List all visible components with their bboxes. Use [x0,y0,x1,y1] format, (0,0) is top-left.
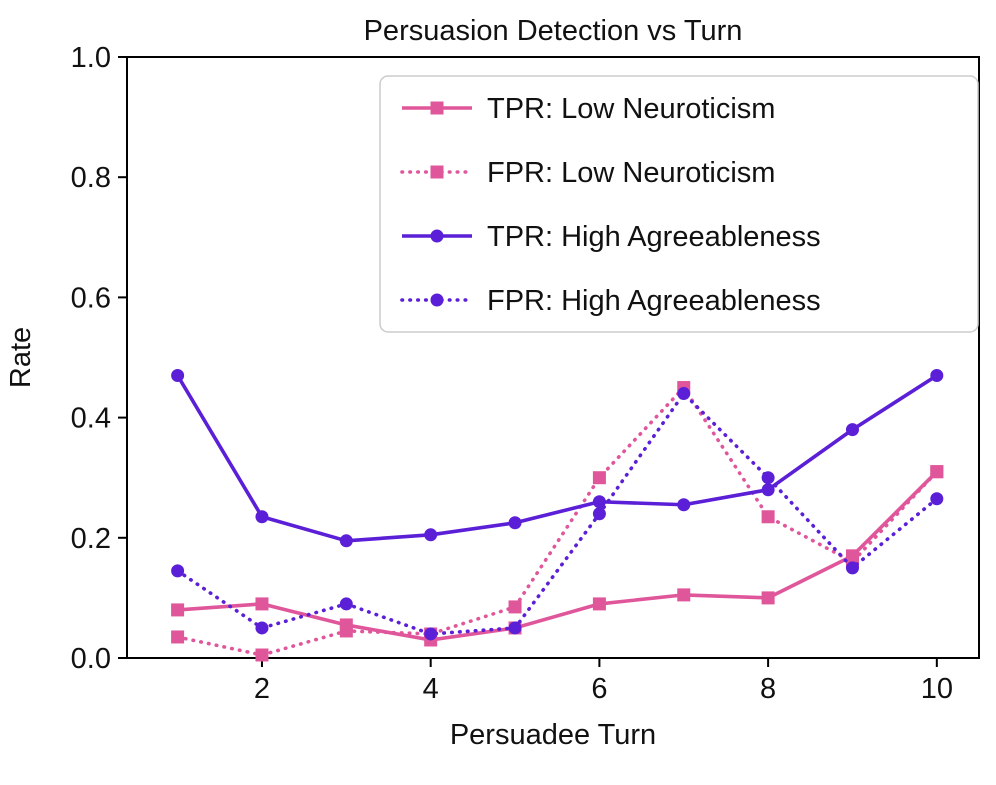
marker-circle-icon [761,471,775,485]
marker-circle-icon [430,229,444,243]
series-line [176,374,938,543]
x-axis-label: Persuadee Turn [450,719,656,751]
legend-label: TPR: Low Neuroticism [487,93,775,125]
marker-circle-icon [592,507,606,521]
marker-square-icon [761,591,775,605]
marker-circle-icon [339,534,353,548]
x-tick-label: 4 [423,673,439,705]
y-tick-label: 0.8 [71,162,111,194]
marker-circle-icon [424,627,438,641]
x-tick-label: 6 [591,673,607,705]
marker-circle-icon [255,621,269,635]
series-1 [171,381,944,662]
series-line [177,470,939,642]
plot-border [126,56,980,659]
marker-square-icon [677,588,691,602]
marker-circle-icon [255,510,269,524]
marker-square-icon [339,624,353,638]
marker-square-icon [508,600,522,614]
marker-circle-icon [171,564,185,578]
marker-square-icon [430,101,444,115]
legend: TPR: Low Neuroticism FPR: Low Neuroticism… [379,75,979,333]
legend-label: FPR: High Agreeableness [487,285,821,317]
marker-square-icon [430,165,444,179]
marker-circle-icon [339,597,353,611]
marker-circle-icon [592,495,606,509]
series-2 [171,369,944,548]
marker-circle-icon [430,293,444,307]
x-tick-label: 10 [921,673,953,705]
series-line [175,391,939,636]
marker-circle-icon [171,369,185,383]
marker-circle-icon [424,528,438,542]
series-3 [171,387,944,641]
y-tick-label: 0.0 [71,643,111,675]
chart-title: Persuasion Detection vs Turn [364,15,743,47]
marker-circle-icon [508,621,522,635]
marker-square-icon [255,648,269,662]
marker-circle-icon [930,492,944,506]
series-0 [171,465,944,647]
y-tick-label: 0.4 [71,403,111,435]
marker-square-icon [592,471,606,485]
y-tick-label: 0.2 [71,523,111,555]
marker-circle-icon [845,561,859,575]
marker-square-icon [171,603,185,617]
marker-circle-icon [508,516,522,530]
legend-label: FPR: Low Neuroticism [487,157,775,189]
y-tick-label: 0.6 [71,282,111,314]
marker-circle-icon [677,498,691,512]
y-axis-label: Rate [5,327,37,388]
marker-square-icon [171,630,185,644]
marker-circle-icon [845,423,859,437]
legend-label: TPR: High Agreeableness [487,221,821,253]
marker-square-icon [761,510,775,524]
marker-square-icon [592,597,606,611]
marker-square-icon [255,597,269,611]
y-tick-label: 1.0 [71,42,111,74]
marker-circle-icon [761,483,775,497]
marker-circle-icon [677,387,691,401]
x-tick-label: 2 [254,673,270,705]
marker-square-icon [930,465,944,479]
marker-circle-icon [930,369,944,383]
x-tick-label: 8 [760,673,776,705]
legend-box [379,75,979,333]
